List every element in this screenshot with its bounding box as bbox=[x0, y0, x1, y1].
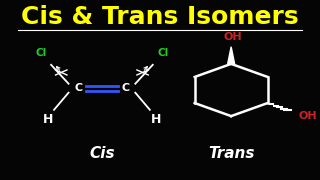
Text: Trans: Trans bbox=[208, 146, 254, 161]
Text: Cl: Cl bbox=[157, 48, 169, 58]
Text: OH: OH bbox=[298, 111, 317, 121]
Text: C: C bbox=[121, 83, 129, 93]
Text: Cl: Cl bbox=[35, 48, 47, 58]
Text: H: H bbox=[43, 113, 53, 126]
Text: OH: OH bbox=[223, 32, 242, 42]
Polygon shape bbox=[228, 47, 235, 64]
Text: H: H bbox=[150, 113, 161, 126]
Text: Cis: Cis bbox=[89, 146, 115, 161]
Text: Cis & Trans Isomers: Cis & Trans Isomers bbox=[21, 5, 299, 29]
Text: C: C bbox=[75, 83, 83, 93]
